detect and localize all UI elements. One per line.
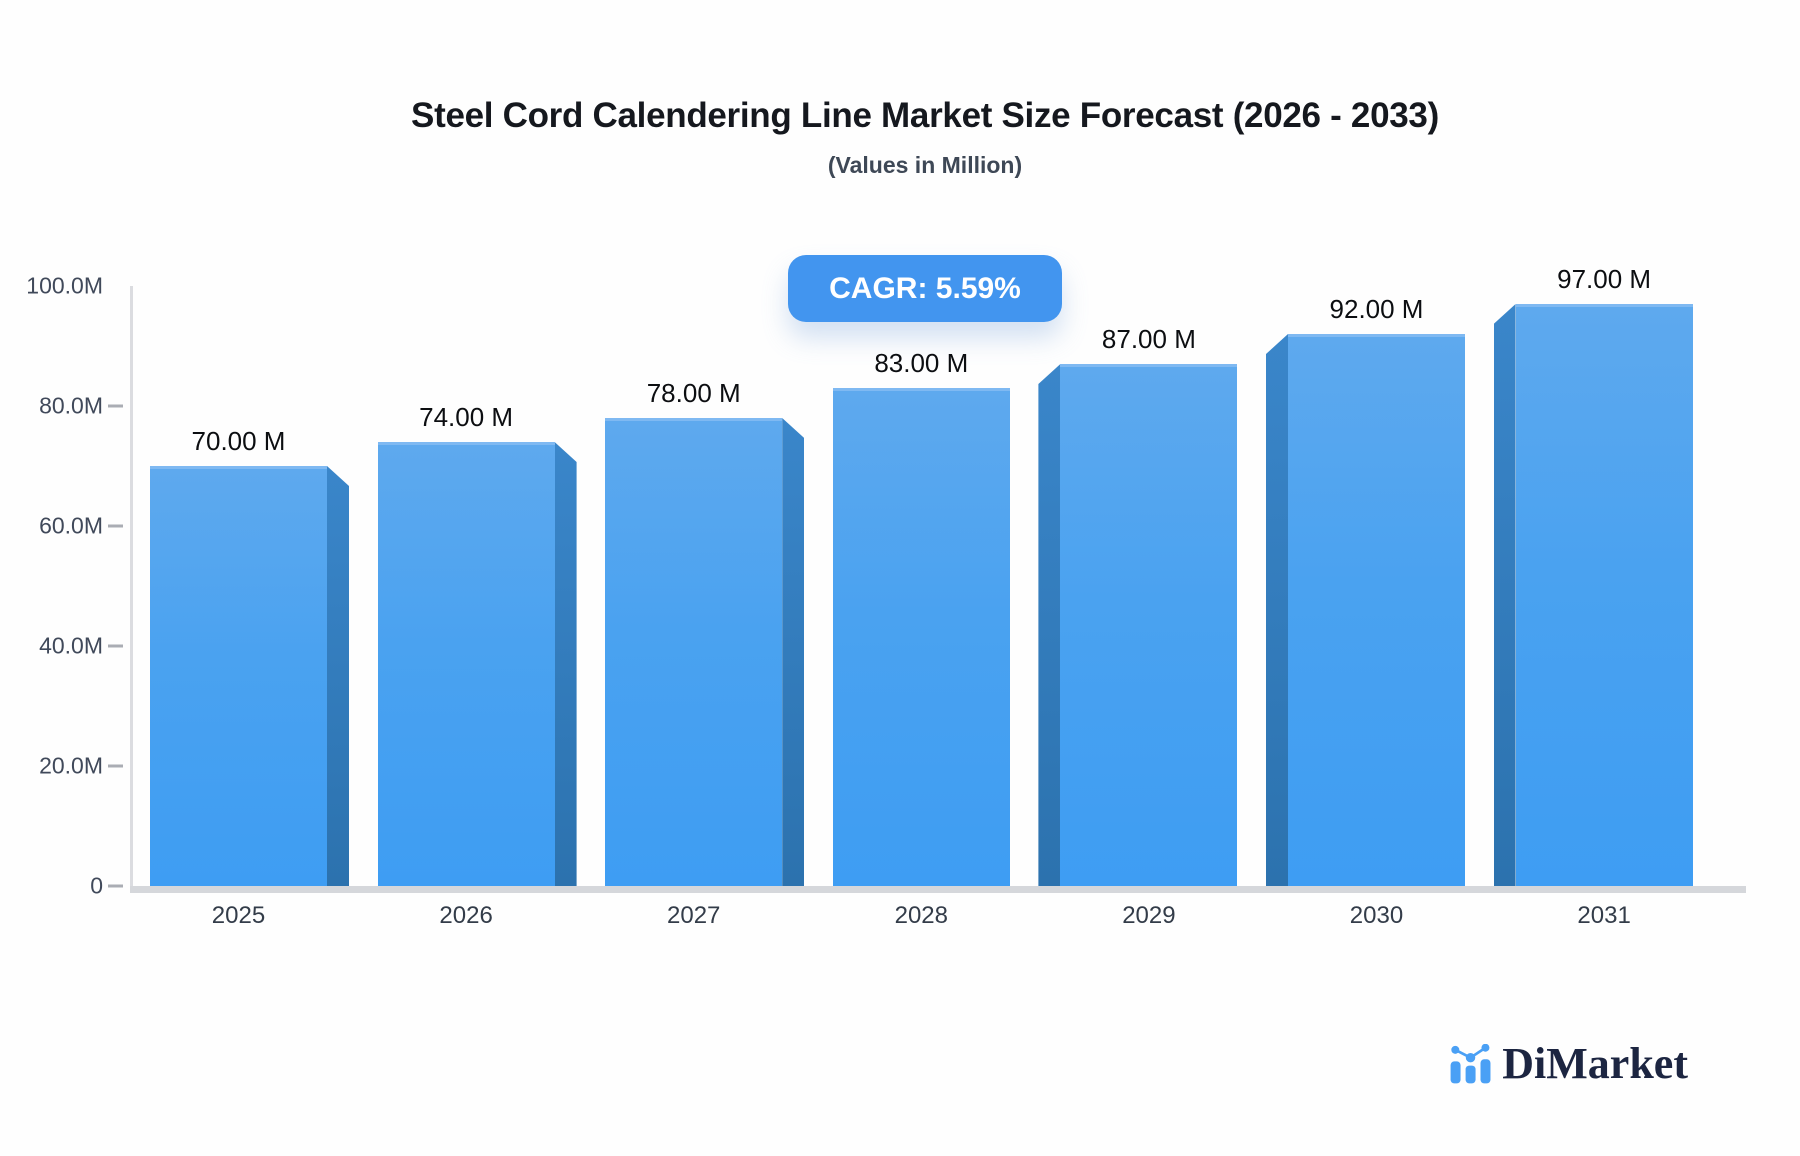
bar-value-label: 87.00 M <box>1101 324 1196 354</box>
bar-2026-side <box>554 442 577 886</box>
y-axis-line <box>130 286 133 890</box>
x-axis-baseline <box>130 886 1746 893</box>
bar-2026[interactable] <box>377 442 555 886</box>
y-axis-label: 100.0M <box>26 272 103 299</box>
cagr-badge: CAGR: 5.59% <box>788 255 1062 322</box>
bar-value-label: 83.00 M <box>874 348 969 378</box>
bar-value-label: 74.00 M <box>419 402 514 432</box>
y-axis-tick <box>108 764 123 768</box>
y-axis-label: 20.0M <box>39 752 103 779</box>
y-axis-label: 40.0M <box>39 632 103 659</box>
y-axis-label: 60.0M <box>39 512 103 539</box>
bar-2028[interactable] <box>832 388 1010 886</box>
y-axis-tick <box>108 884 123 888</box>
bar-2029-side <box>1038 364 1061 886</box>
bar-value-label: 92.00 M <box>1329 294 1424 324</box>
x-axis-label: 2025 <box>211 902 266 929</box>
bar-2030-side <box>1266 334 1288 886</box>
bar-value-label: 70.00 M <box>191 426 286 456</box>
chart-subtitle: (Values in Million) <box>827 152 1023 178</box>
bar-2025-side <box>327 466 349 886</box>
bar-2031[interactable] <box>1515 304 1693 886</box>
y-axis-label: 80.0M <box>39 392 103 419</box>
dimarket-logo-icon <box>1450 1044 1491 1084</box>
y-axis-tick <box>108 404 123 408</box>
x-axis-label: 2029 <box>1122 902 1176 929</box>
bar-2027[interactable] <box>605 418 783 886</box>
x-axis-label: 2027 <box>666 902 721 929</box>
x-axis-label: 2026 <box>439 902 493 929</box>
x-axis-label: 2028 <box>894 902 948 929</box>
chart-header: Steel Cord Calendering Line Market Size … <box>50 96 1800 179</box>
x-axis-label: 2031 <box>1577 902 1631 929</box>
brand-name: DiMarket <box>1502 1039 1688 1088</box>
bar-2029[interactable] <box>1060 364 1238 886</box>
bar-2027-side <box>782 418 805 886</box>
bar-value-label: 97.00 M <box>1557 264 1652 294</box>
chart-title: Steel Cord Calendering Line Market Size … <box>411 96 1439 135</box>
y-axis-label: 0 <box>90 872 103 899</box>
cagr-badge-label: CAGR: 5.59% <box>829 271 1021 305</box>
y-axis-tick <box>108 524 123 528</box>
x-axis-label: 2030 <box>1349 902 1404 929</box>
bar-2031-side <box>1493 304 1516 886</box>
brand-logo: DiMarket <box>1449 1042 1688 1086</box>
bar-value-label: 78.00 M <box>646 378 741 408</box>
bar-2030[interactable] <box>1288 334 1465 886</box>
y-axis-tick <box>108 644 123 648</box>
bar-2025[interactable] <box>150 466 327 886</box>
